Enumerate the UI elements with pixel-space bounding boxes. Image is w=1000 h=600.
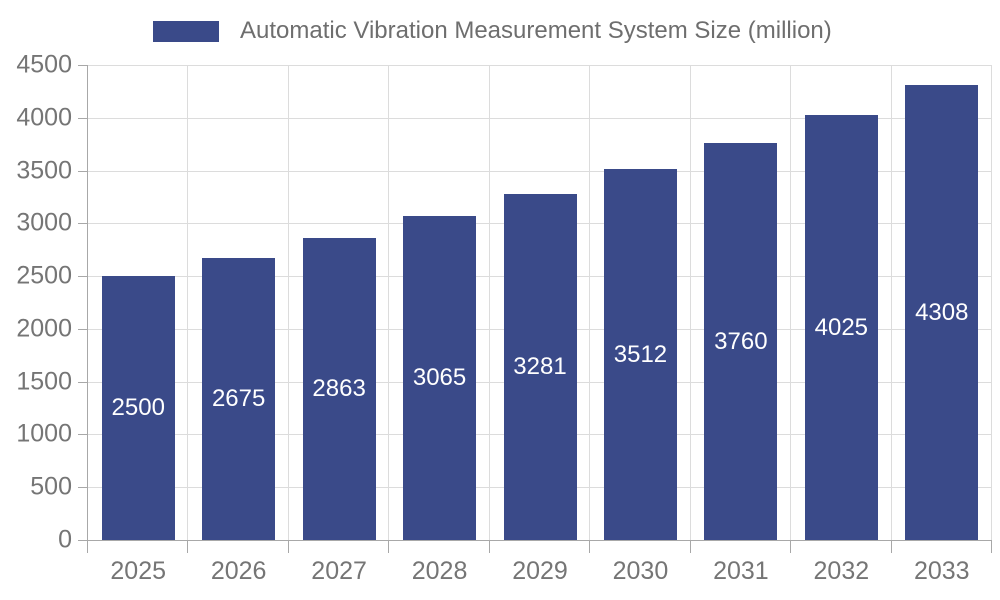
x-axis-tick [87, 540, 88, 553]
x-axis-tick-label: 2030 [612, 557, 669, 585]
y-axis-tick [78, 117, 88, 119]
bar-2028: 3065 [403, 216, 477, 540]
bar-2026: 2675 [202, 257, 276, 540]
x-axis-tick [589, 540, 591, 553]
bar-value-label: 3065 [412, 364, 467, 392]
bar-value-label: 3281 [513, 352, 567, 380]
y-axis-tick-label: 1000 [16, 419, 72, 448]
y-axis-tick [78, 540, 88, 541]
y-axis-tick [78, 328, 88, 330]
x-axis-tick [388, 540, 390, 553]
y-axis-tick-label: 4500 [16, 50, 72, 79]
x-axis-tick [890, 540, 892, 553]
y-axis-tick [78, 381, 88, 383]
x-axis-tick-label: 2025 [110, 557, 167, 585]
x-axis-tick-label: 2026 [210, 557, 267, 585]
x-axis-tick-label: 2027 [311, 557, 367, 585]
bar-value-label: 4025 [814, 313, 869, 341]
bar-value-label: 4308 [915, 298, 969, 326]
x-axis-tick [991, 540, 992, 553]
y-axis-tick-label: 2000 [16, 314, 72, 343]
bar-value-label: 2863 [312, 374, 366, 402]
bar-2025: 2500 [101, 276, 175, 540]
x-axis-tick [187, 540, 189, 553]
x-gridline [287, 65, 289, 540]
x-gridline [890, 65, 892, 540]
x-axis-tick-label: 2031 [713, 557, 769, 585]
x-axis-tick-label: 2028 [411, 557, 468, 585]
x-gridline [388, 65, 390, 540]
y-axis-tick [78, 434, 88, 436]
y-axis-tick [78, 276, 88, 278]
legend: Automatic Vibration Measurement System S… [153, 17, 832, 45]
y-axis-tick-label: 3000 [16, 208, 72, 237]
y-axis-tick [78, 170, 88, 172]
chart-title: Automatic Vibration Measurement System S… [240, 17, 832, 44]
y-axis-tick-label: 4000 [16, 103, 72, 132]
x-gridline [689, 65, 691, 540]
x-axis-tick [488, 540, 490, 553]
y-gridline [88, 170, 992, 172]
y-axis-tick-label: 1500 [16, 367, 72, 396]
bar-value-label: 3760 [714, 327, 768, 355]
y-axis-tick-label: 500 [30, 472, 72, 501]
x-axis-tick-label: 2033 [913, 557, 970, 585]
y-gridline [88, 65, 992, 66]
x-gridline [187, 65, 189, 540]
y-axis-tick [78, 65, 88, 66]
plot-area: 0 500 1000 1500 2000 2500 3000 3500 4000 4500 2025… [16, 51, 992, 585]
bar-2029: 3281 [503, 193, 577, 540]
x-gridline [991, 65, 992, 540]
bar-2032: 4025 [804, 115, 878, 540]
x-axis-tick-label: 2032 [813, 557, 870, 585]
y-axis-tick [78, 487, 88, 489]
bar-2033: 4308 [905, 85, 979, 540]
y-axis-tick-label: 2500 [16, 261, 72, 290]
x-axis-tick [689, 540, 691, 553]
x-gridline [790, 65, 792, 540]
x-axis-tick-label: 2029 [512, 557, 568, 585]
x-gridline [488, 65, 490, 540]
bar-value-label: 2675 [211, 384, 266, 412]
y-axis-tick-label: 0 [58, 525, 72, 554]
bar-value-label: 2500 [111, 394, 165, 422]
legend-swatch [153, 20, 219, 42]
x-axis-tick [287, 540, 289, 553]
x-axis-tick [790, 540, 792, 553]
y-gridline [88, 117, 992, 119]
y-axis-tick-label: 3500 [16, 156, 72, 185]
bar-2030: 3512 [603, 169, 677, 540]
bar-value-label: 3512 [613, 340, 668, 368]
bar-2031: 3760 [704, 143, 778, 540]
y-axis-tick [78, 223, 88, 225]
x-gridline [589, 65, 591, 540]
bar-2027: 2863 [302, 237, 376, 540]
